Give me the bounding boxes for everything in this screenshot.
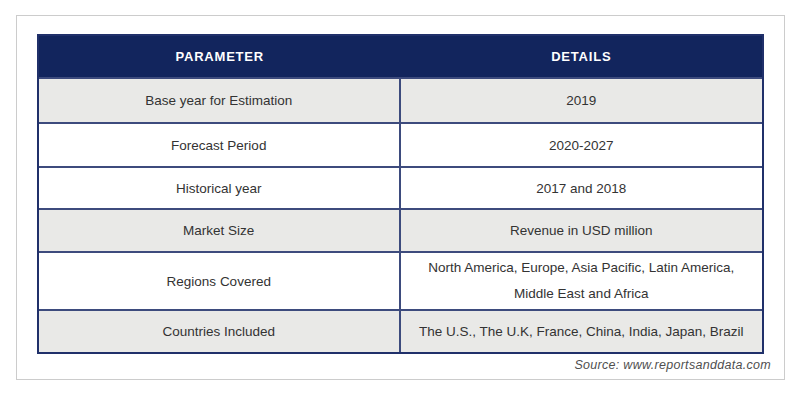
parameter-cell: Historical year [39,168,401,208]
parameter-cell: Forecast Period [39,124,401,166]
details-cell: Revenue in USD million [401,210,763,251]
table-header-row: PARAMETER DETAILS [39,36,762,77]
report-scope-card: PARAMETER DETAILS Base year for Estimati… [16,15,785,380]
regions-covered-text: North America, Europe, Asia Pacific, Lat… [409,255,754,307]
column-header-parameter: PARAMETER [39,36,401,77]
details-cell: The U.S., The U.K, France, China, India,… [401,311,763,352]
table-row-base-year: Base year for Estimation 2019 [39,77,762,122]
table-row-regions-covered: Regions Covered North America, Europe, A… [39,251,762,309]
table-row-forecast-period: Forecast Period 2020-2027 [39,122,762,166]
page: PARAMETER DETAILS Base year for Estimati… [0,0,800,400]
table-row-countries-included: Countries Included The U.S., The U.K, Fr… [39,309,762,352]
details-cell: North America, Europe, Asia Pacific, Lat… [401,253,763,309]
table-row-market-size: Market Size Revenue in USD million [39,208,762,251]
parameter-cell: Market Size [39,210,401,251]
source-attribution: Source: www.reportsanddata.com [574,358,771,372]
details-cell: 2017 and 2018 [401,168,763,208]
parameter-cell: Countries Included [39,311,401,352]
details-cell: 2020-2027 [401,124,763,166]
details-cell: 2019 [401,79,763,122]
report-scope-table: PARAMETER DETAILS Base year for Estimati… [37,34,764,354]
column-header-details: DETAILS [401,36,763,77]
table-row-historical-year: Historical year 2017 and 2018 [39,166,762,208]
parameter-cell: Regions Covered [39,253,401,309]
parameter-cell: Base year for Estimation [39,79,401,122]
